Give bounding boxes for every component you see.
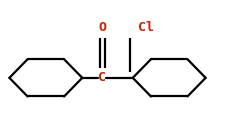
- Text: O: O: [98, 21, 106, 34]
- Text: Cl: Cl: [138, 21, 154, 34]
- Text: C: C: [98, 71, 106, 84]
